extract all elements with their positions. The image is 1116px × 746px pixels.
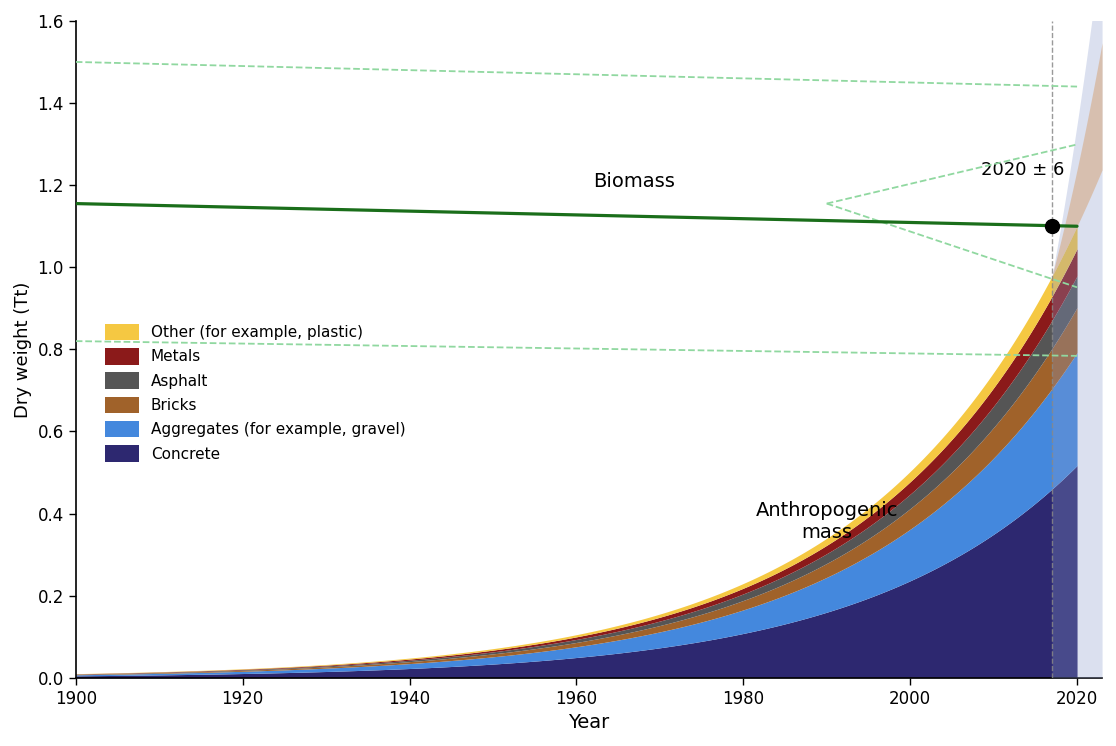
Text: Biomass: Biomass	[593, 172, 675, 191]
Y-axis label: Dry weight (Tt): Dry weight (Tt)	[13, 281, 32, 418]
X-axis label: Year: Year	[568, 713, 609, 732]
Text: 2020 ± 6: 2020 ± 6	[981, 161, 1065, 179]
Legend: Other (for example, plastic), Metals, Asphalt, Bricks, Aggregates (for example, : Other (for example, plastic), Metals, As…	[99, 318, 412, 468]
Text: Anthropogenic
mass: Anthropogenic mass	[756, 501, 898, 542]
